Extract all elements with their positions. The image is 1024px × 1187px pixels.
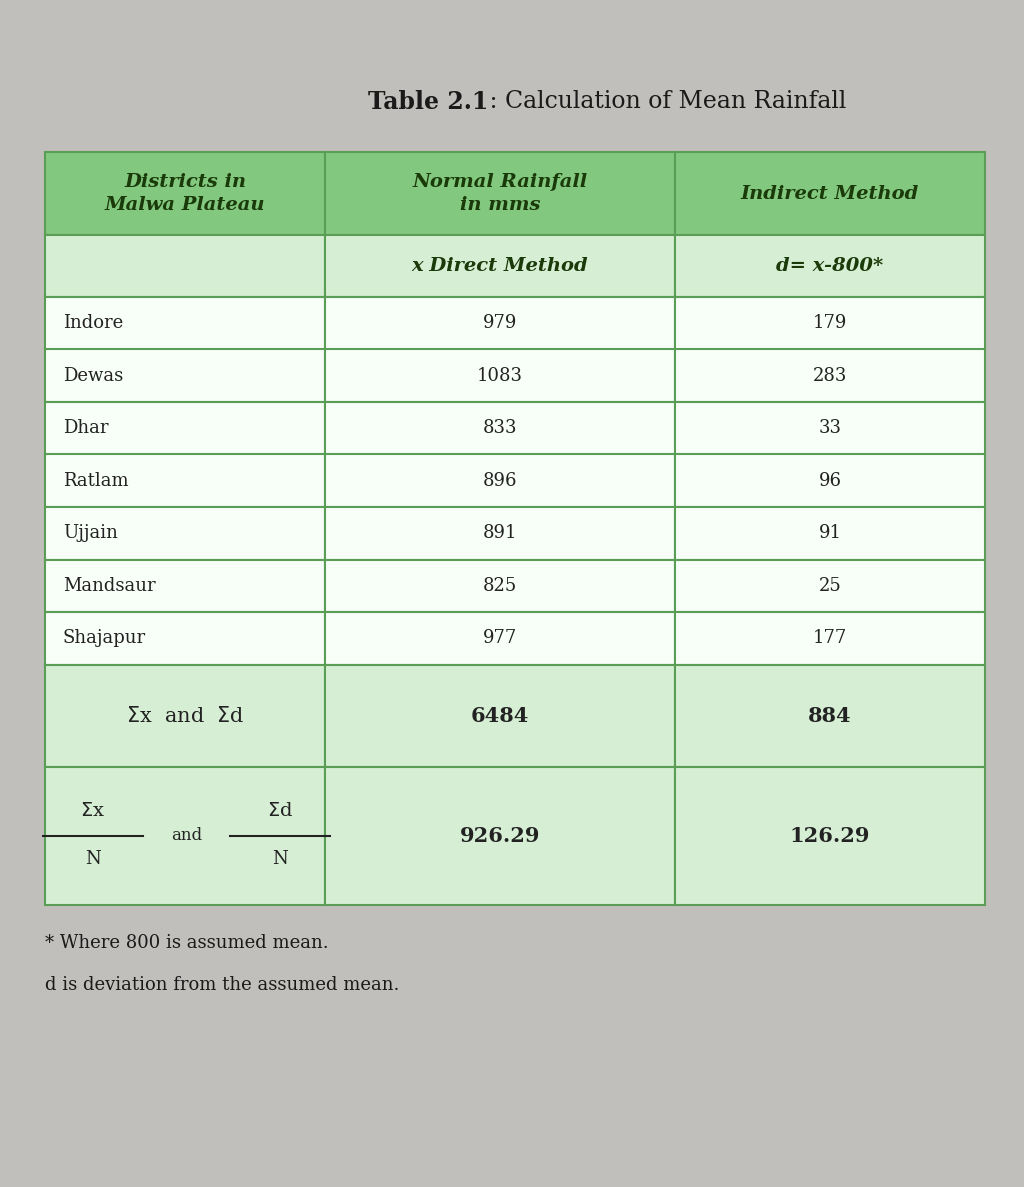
Text: Dewas: Dewas (63, 367, 123, 385)
Bar (45, 349, 325, 402)
Bar (675, 665, 985, 767)
Text: 179: 179 (813, 315, 847, 332)
Text: : Calculation of Mean Rainfall: : Calculation of Mean Rainfall (482, 90, 847, 114)
Bar (325, 152, 675, 235)
Text: 979: 979 (482, 315, 517, 332)
Text: 283: 283 (813, 367, 847, 385)
Text: 891: 891 (482, 525, 517, 542)
Text: 25: 25 (818, 577, 842, 595)
Text: $\Sigma$x  and  $\Sigma$d: $\Sigma$x and $\Sigma$d (126, 705, 245, 725)
Text: 126.29: 126.29 (790, 825, 870, 845)
Text: Districts in
Malwa Plateau: Districts in Malwa Plateau (104, 172, 265, 215)
Bar (325, 612, 675, 665)
Text: 6484: 6484 (471, 705, 529, 725)
Text: 91: 91 (818, 525, 842, 542)
Text: $\Sigma$x: $\Sigma$x (81, 802, 105, 820)
Text: Mandsaur: Mandsaur (63, 577, 156, 595)
Bar (45, 455, 325, 507)
Text: Table 2.1: Table 2.1 (368, 90, 488, 114)
Text: Normal Rainfall
in mms: Normal Rainfall in mms (413, 172, 588, 215)
Text: Shajapur: Shajapur (63, 629, 146, 647)
Bar (325, 559, 675, 612)
Bar (325, 297, 675, 349)
Text: 33: 33 (818, 419, 842, 437)
Bar (45, 507, 325, 559)
Bar (675, 152, 985, 235)
Text: Ujjain: Ujjain (63, 525, 118, 542)
Bar (325, 767, 675, 904)
Text: 825: 825 (483, 577, 517, 595)
Bar (45, 297, 325, 349)
Bar (45, 665, 325, 767)
Text: d= x-800*: d= x-800* (776, 258, 884, 275)
Text: d is deviation from the assumed mean.: d is deviation from the assumed mean. (45, 976, 399, 994)
Text: 833: 833 (482, 419, 517, 437)
Bar (675, 612, 985, 665)
Bar (675, 402, 985, 455)
Bar (675, 507, 985, 559)
Text: x Direct Method: x Direct Method (412, 258, 589, 275)
Text: $\Sigma$d: $\Sigma$d (267, 802, 293, 820)
Text: N: N (85, 851, 101, 869)
Text: 884: 884 (808, 705, 852, 725)
Bar (325, 455, 675, 507)
Bar (325, 349, 675, 402)
Text: 977: 977 (483, 629, 517, 647)
Bar (325, 665, 675, 767)
Bar (45, 402, 325, 455)
Bar (325, 235, 675, 297)
Bar (45, 559, 325, 612)
Text: 177: 177 (813, 629, 847, 647)
Text: * Where 800 is assumed mean.: * Where 800 is assumed mean. (45, 933, 329, 952)
Text: 1083: 1083 (477, 367, 523, 385)
Bar (45, 767, 325, 904)
Text: 926.29: 926.29 (460, 825, 541, 845)
Bar (675, 559, 985, 612)
Text: Ratlam: Ratlam (63, 471, 129, 490)
Bar (45, 612, 325, 665)
Bar (325, 402, 675, 455)
Text: 96: 96 (818, 471, 842, 490)
Text: N: N (272, 851, 288, 869)
Bar (45, 235, 325, 297)
Bar (325, 507, 675, 559)
Text: Dhar: Dhar (63, 419, 109, 437)
Text: Indirect Method: Indirect Method (741, 184, 920, 203)
Bar (675, 235, 985, 297)
Bar (675, 455, 985, 507)
Bar (45, 152, 325, 235)
Text: and: and (171, 827, 203, 844)
Bar (675, 349, 985, 402)
Bar (675, 767, 985, 904)
Text: 896: 896 (482, 471, 517, 490)
Bar (675, 297, 985, 349)
Text: Indore: Indore (63, 315, 123, 332)
